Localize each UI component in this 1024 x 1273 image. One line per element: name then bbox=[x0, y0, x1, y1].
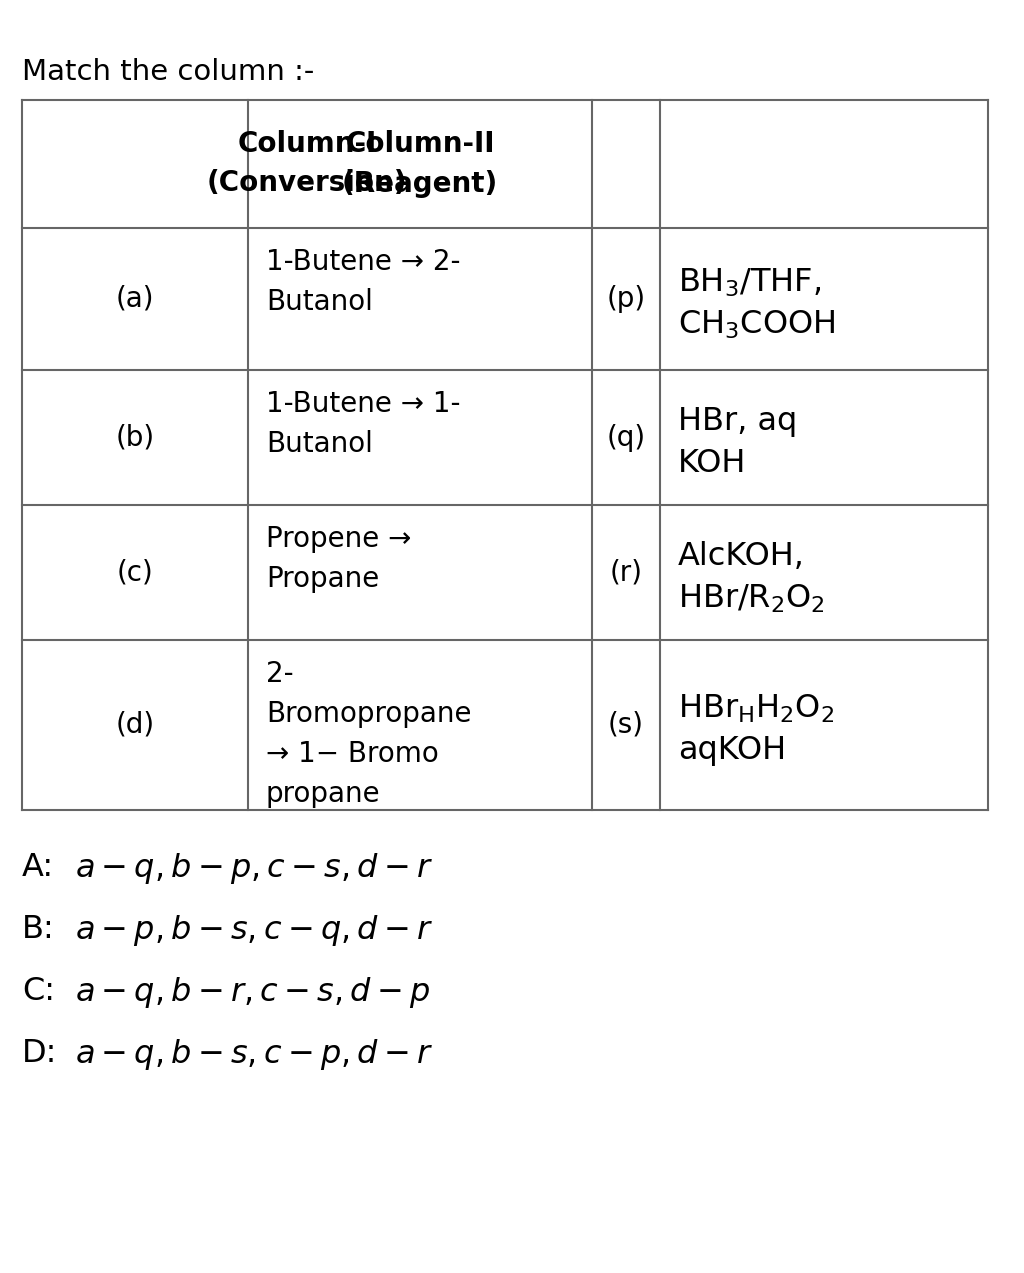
Text: (q): (q) bbox=[606, 424, 645, 452]
Text: $a - q, b - p, c - s, d - r$: $a - q, b - p, c - s, d - r$ bbox=[75, 850, 433, 886]
Text: (b): (b) bbox=[116, 424, 155, 452]
Text: Match the column :-: Match the column :- bbox=[22, 59, 314, 87]
Text: aqKOH: aqKOH bbox=[678, 736, 786, 766]
Text: (c): (c) bbox=[117, 559, 154, 587]
Text: Column-I
(Conversion): Column-I (Conversion) bbox=[207, 131, 408, 197]
Text: (a): (a) bbox=[116, 285, 155, 313]
Text: HBr, aq: HBr, aq bbox=[678, 406, 798, 437]
Text: 2-
Bromopropane
→ 1− Bromo
propane: 2- Bromopropane → 1− Bromo propane bbox=[266, 659, 471, 808]
Text: $a - p, b - s, c - q, d - r$: $a - p, b - s, c - q, d - r$ bbox=[75, 913, 433, 947]
Text: (p): (p) bbox=[606, 285, 645, 313]
Text: Column-II
(Reagent): Column-II (Reagent) bbox=[342, 131, 498, 197]
Text: C:: C: bbox=[22, 976, 55, 1007]
Text: (d): (d) bbox=[116, 712, 155, 740]
Text: 1-Butene → 2-
Butanol: 1-Butene → 2- Butanol bbox=[266, 248, 461, 316]
Text: A:: A: bbox=[22, 853, 54, 883]
Text: HBr/R$_2$O$_2$: HBr/R$_2$O$_2$ bbox=[678, 582, 824, 615]
Text: BH$_3$/THF,: BH$_3$/THF, bbox=[678, 267, 821, 299]
Text: B:: B: bbox=[22, 914, 54, 946]
Text: Propene →
Propane: Propene → Propane bbox=[266, 524, 412, 593]
Text: CH$_3$COOH: CH$_3$COOH bbox=[678, 309, 836, 341]
Text: (r): (r) bbox=[609, 559, 642, 587]
Text: 1-Butene → 1-
Butanol: 1-Butene → 1- Butanol bbox=[266, 390, 461, 458]
Text: KOH: KOH bbox=[678, 448, 746, 479]
Text: HBr$_{\mathrm{H}}$H$_2$O$_2$: HBr$_{\mathrm{H}}$H$_2$O$_2$ bbox=[678, 693, 835, 726]
Text: $a - q, b - r, c - s, d - p$: $a - q, b - r, c - s, d - p$ bbox=[75, 975, 430, 1009]
Text: AlcKOH,: AlcKOH, bbox=[678, 541, 805, 572]
Text: D:: D: bbox=[22, 1039, 57, 1069]
Text: $a - q, b - s, c - p, d - r$: $a - q, b - s, c - p, d - r$ bbox=[75, 1036, 433, 1072]
Text: (s): (s) bbox=[608, 712, 644, 740]
